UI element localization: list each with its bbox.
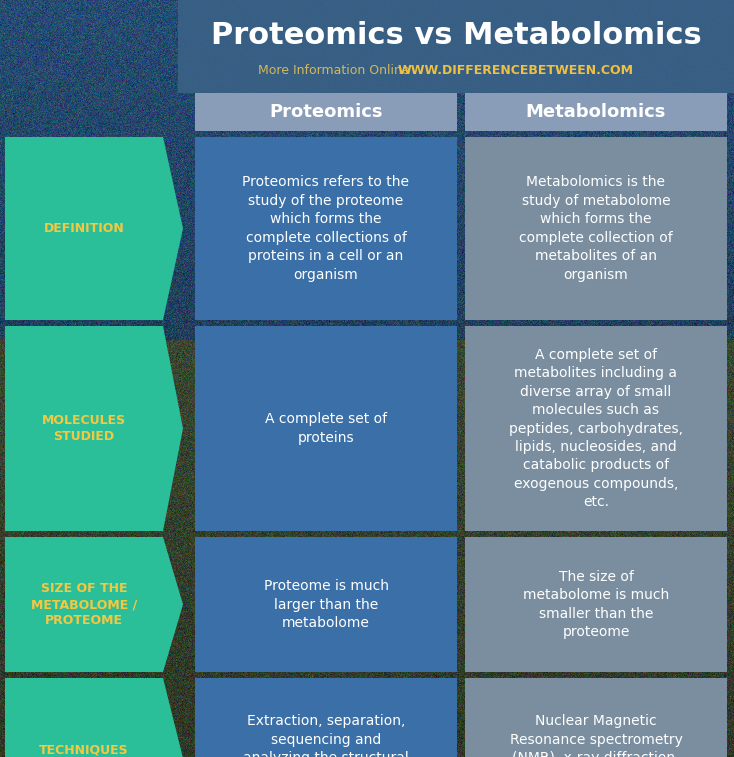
- Polygon shape: [5, 678, 183, 757]
- FancyBboxPatch shape: [195, 137, 457, 320]
- FancyBboxPatch shape: [465, 537, 727, 672]
- FancyBboxPatch shape: [195, 678, 457, 757]
- FancyBboxPatch shape: [465, 678, 727, 757]
- Text: Proteomics: Proteomics: [269, 103, 382, 121]
- Text: WWW.DIFFERENCEBETWEEN.COM: WWW.DIFFERENCEBETWEEN.COM: [398, 64, 634, 76]
- Text: Proteomics refers to the
study of the proteome
which forms the
complete collecti: Proteomics refers to the study of the pr…: [242, 176, 410, 282]
- Text: DEFINITION: DEFINITION: [43, 222, 124, 235]
- Text: Extraction, separation,
sequencing and
analyzing the structural
and functional
p: Extraction, separation, sequencing and a…: [243, 714, 409, 757]
- Text: Proteomics vs Metabolomics: Proteomics vs Metabolomics: [211, 21, 702, 51]
- FancyBboxPatch shape: [465, 93, 727, 131]
- Text: SIZE OF THE
METABOLOME /
PROTEOME: SIZE OF THE METABOLOME / PROTEOME: [31, 581, 137, 628]
- Text: A complete set of
metabolites including a
diverse array of small
molecules such : A complete set of metabolites including …: [509, 348, 683, 509]
- Text: The size of
metabolome is much
smaller than the
proteome: The size of metabolome is much smaller t…: [523, 570, 669, 639]
- FancyBboxPatch shape: [195, 537, 457, 672]
- Text: More Information Online: More Information Online: [258, 64, 410, 76]
- FancyBboxPatch shape: [195, 326, 457, 531]
- Text: TECHNIQUES
INVOLVED: TECHNIQUES INVOLVED: [39, 743, 128, 757]
- FancyBboxPatch shape: [465, 326, 727, 531]
- Text: A complete set of
proteins: A complete set of proteins: [265, 413, 387, 444]
- Text: Proteome is much
larger than the
metabolome: Proteome is much larger than the metabol…: [264, 579, 388, 630]
- FancyBboxPatch shape: [195, 93, 457, 131]
- Polygon shape: [5, 326, 183, 531]
- Text: Metabolomics is the
study of metabolome
which forms the
complete collection of
m: Metabolomics is the study of metabolome …: [519, 176, 673, 282]
- Polygon shape: [5, 137, 183, 320]
- FancyBboxPatch shape: [178, 0, 734, 93]
- Polygon shape: [5, 537, 183, 672]
- FancyBboxPatch shape: [465, 137, 727, 320]
- Text: Metabolomics: Metabolomics: [526, 103, 666, 121]
- Text: MOLECULES
STUDIED: MOLECULES STUDIED: [42, 414, 126, 444]
- Text: Nuclear Magnetic
Resonance spectrometry
(NMR), x-ray diffraction,
and high-press: Nuclear Magnetic Resonance spectrometry …: [509, 714, 683, 757]
